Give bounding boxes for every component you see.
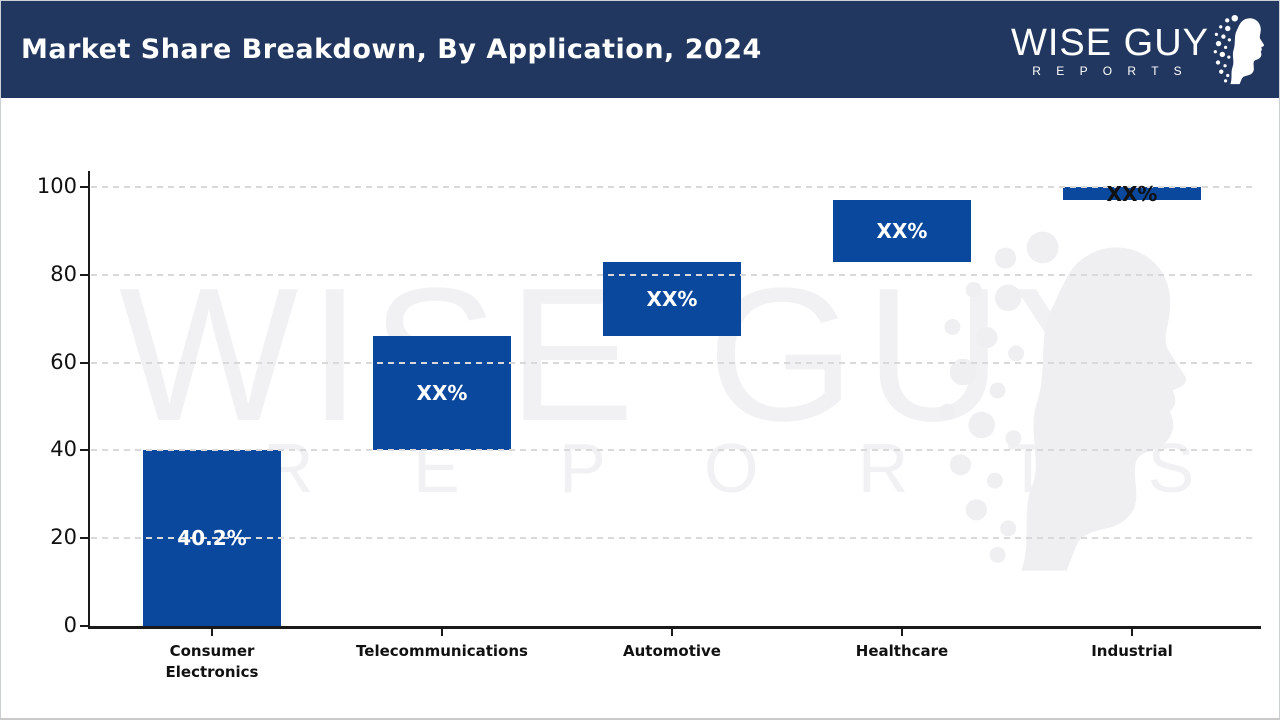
report-title: Market Share Breakdown, By Application, … [21,34,762,65]
gridline-60 [91,361,1253,364]
y-tick-label-0: 0 [63,613,77,637]
category-label-consumer-electronics: Consumer Electronics [165,642,259,681]
category-label-automotive: Automotive [623,642,721,660]
bar-label-industrial: XX% [1106,181,1158,206]
y-tick-20 [80,537,89,540]
x-axis-spine [88,626,1261,629]
bar-label-automotive: XX% [646,286,698,311]
y-tick-label-40: 40 [50,437,77,462]
bar-label-consumer-electronics: 40.2% [177,525,247,550]
x-tick-industrial [1131,629,1133,636]
bar-healthcare [833,200,971,262]
gridline-100 [91,186,1253,188]
gridline-80 [91,273,1253,276]
y-tick-label-80: 80 [50,261,77,286]
category-label-telecommunications: Telecommunications [356,642,528,660]
y-tick-60 [80,361,89,364]
bar-industrial [1063,187,1201,201]
y-tick-0 [80,625,89,627]
y-tick-100 [80,186,89,188]
y-tick-80 [80,273,89,276]
logo-reports-label: R E P O R T S [1032,64,1188,78]
category-label-healthcare: Healthcare [855,642,949,660]
bar-label-healthcare: XX% [876,218,928,243]
gridline-20 [91,537,1253,540]
gridline-40 [91,449,1253,452]
x-tick-healthcare [901,629,903,636]
x-tick-automotive [671,629,673,636]
bar-telecommunications [373,336,511,450]
logo-wordmark: WISE GUY [1010,22,1209,64]
y-tick-label-60: 60 [50,349,77,374]
header-bar: Market Share Breakdown, By Application, … [1,1,1279,98]
y-tick-label-100: 100 [36,174,77,198]
waterfall-chart: WISE GUY R E P O R T S 0 20 40 60 80 100 40.2%… [1,98,1280,719]
x-tick-consumer-electronics [211,629,213,636]
watermark-face-icon [939,231,1187,571]
y-axis-spine [88,171,90,629]
y-tick-40 [80,449,89,452]
category-label-industrial: Industrial [1091,642,1173,660]
logo-text: WISE GUY R E P O R T S [1011,23,1209,78]
wise-guy-logo: WISE GUY R E P O R T S [1011,9,1265,91]
x-tick-telecommunications [441,629,443,636]
y-tick-label-20: 20 [50,525,77,550]
bar-label-telecommunications: XX% [416,380,468,405]
